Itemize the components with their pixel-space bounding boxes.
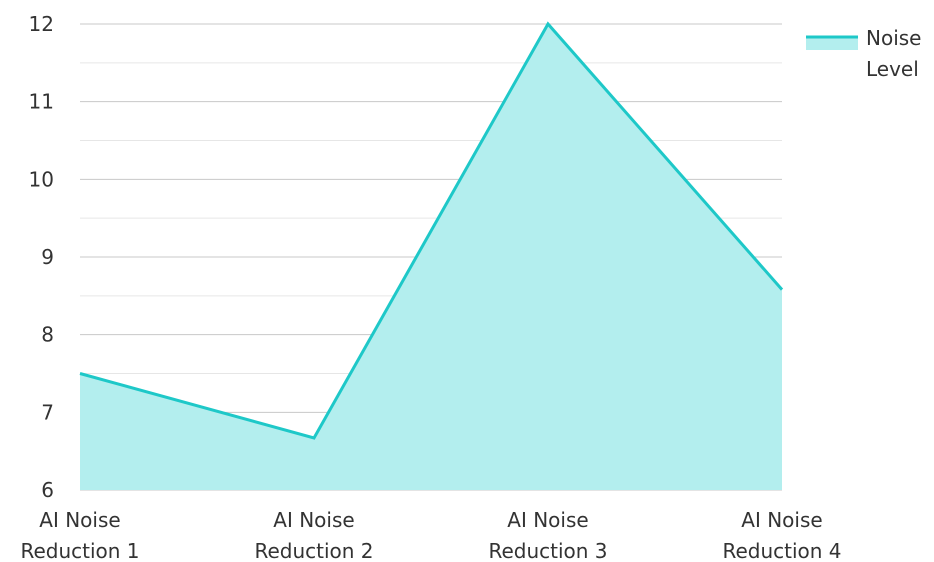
x-category-label: AI Noise Reduction 1 bbox=[20, 508, 139, 562]
x-category-label: AI Noise Reduction 2 bbox=[254, 508, 373, 562]
y-tick-label: 7 bbox=[41, 400, 54, 424]
y-tick-label: 9 bbox=[41, 245, 54, 269]
legend: Noise Level bbox=[806, 26, 921, 81]
x-category-label: AI Noise Reduction 4 bbox=[722, 508, 841, 562]
y-axis-tick-labels: 6 7 8 9 10 11 12 bbox=[29, 12, 54, 502]
x-axis-category-labels: AI Noise Reduction 1 AI Noise Reduction 2 AI… bbox=[20, 508, 841, 562]
y-tick-label: 10 bbox=[29, 167, 54, 191]
y-tick-label: 8 bbox=[41, 323, 54, 347]
y-tick-label: 6 bbox=[41, 478, 54, 502]
x-category-label: AI Noise Reduction 3 bbox=[488, 508, 607, 562]
legend-label-noise-level: Noise Level bbox=[866, 26, 921, 81]
y-tick-label: 11 bbox=[29, 90, 54, 114]
y-tick-label: 12 bbox=[29, 12, 54, 36]
